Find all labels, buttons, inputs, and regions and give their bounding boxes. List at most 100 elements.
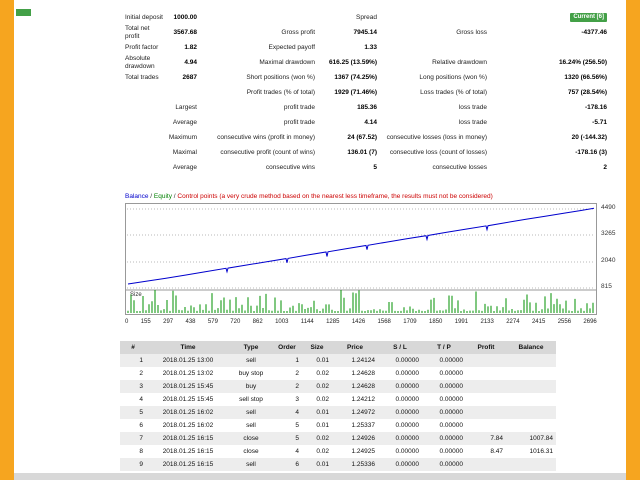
stat-label: Average (172, 118, 197, 126)
trade-size: 0.02 (316, 435, 329, 442)
x-axis-tick: 155 (140, 319, 151, 325)
trade-profit: 8.47 (490, 448, 503, 455)
x-axis-tick: 1991 (454, 319, 469, 325)
balance-chart: Size 4490 3265 2040 815 (125, 203, 630, 317)
stat-value: -178.16 (3) (575, 148, 607, 156)
x-axis-tick: 1850 (429, 319, 443, 325)
trade-price: 1.24926 (351, 435, 376, 442)
stat-value: 757 (28.54%) (567, 88, 607, 96)
trade-profit (466, 406, 506, 419)
x-axis: 0 155 297 438 579 720 862 1003 1144 1285… (125, 319, 597, 325)
x-axis-tick: 297 (163, 319, 174, 325)
trade-number: 9 (139, 461, 143, 468)
trade-time: 2018.01.25 13:00 (162, 357, 214, 364)
trade-profit (466, 393, 506, 406)
green-marker (16, 9, 31, 16)
trade-row[interactable]: 6 2018.01.25 16:02 sell 5 0.01 1.25337 0… (120, 419, 556, 432)
stat-value: 136.01 (7) (347, 148, 377, 156)
trade-tp: 0.00000 (439, 357, 464, 364)
trade-row[interactable]: 9 2018.01.25 16:15 sell 6 0.01 1.25336 0… (120, 458, 556, 471)
trade-row[interactable]: 7 2018.01.25 16:15 close 5 0.02 1.24926 … (120, 432, 556, 445)
legend-model-note: Control points (a very crude method base… (177, 193, 493, 200)
trade-order: 4 (295, 448, 299, 455)
trade-price: 1.24925 (351, 448, 376, 455)
stat-label: Total trades (125, 73, 159, 81)
trade-sl: 0.00000 (395, 448, 420, 455)
trade-row[interactable]: 4 2018.01.25 15:45 sell stop 3 0.02 1.24… (120, 393, 556, 406)
trade-row[interactable]: 8 2018.01.25 16:15 close 4 0.02 1.24925 … (120, 445, 556, 458)
trade-price: 1.25337 (351, 422, 376, 429)
trade-number: 5 (139, 409, 143, 416)
trade-number: 8 (139, 448, 143, 455)
stats-row: Profit trades (% of total) 1929 (71.46%)… (125, 85, 607, 100)
stat-value: 4.94 (184, 58, 197, 66)
trade-balance: 1007.84 (529, 435, 554, 442)
y-axis-tick: 2040 (601, 257, 616, 264)
col-profit: Profit (466, 341, 506, 354)
trade-tp: 0.00000 (439, 409, 464, 416)
trade-balance (506, 458, 556, 471)
x-axis-tick: 1426 (351, 319, 366, 325)
trade-time: 2018.01.25 16:15 (162, 461, 214, 468)
stat-value: 2687 (182, 73, 197, 81)
trade-type: sell (246, 409, 256, 416)
col-tp: T / P (422, 341, 466, 354)
stat-label: Profit factor (125, 43, 159, 51)
stat-label: Gross loss (456, 28, 487, 36)
stat-value: 5 (373, 163, 377, 171)
trade-row[interactable]: 3 2018.01.25 15:45 buy 2 0.02 1.24628 0.… (120, 380, 556, 393)
stats-row: Initial deposit 1000.00 Spread Current [… (125, 10, 607, 25)
trade-order: 3 (295, 396, 299, 403)
stat-label (125, 100, 165, 115)
trade-type: close (243, 448, 259, 455)
stat-label: consecutive profit (count of wins) (220, 148, 315, 156)
stat-value: 616.25 (13.59%) (328, 58, 377, 66)
trades-table: # Time Type Order Size Price S / L T / P… (120, 341, 556, 471)
chart-legend: Balance / Equity / Control points (a ver… (125, 193, 626, 201)
trade-type: sell (246, 461, 256, 468)
chart-plot-area: Size (125, 203, 597, 315)
x-axis-tick: 720 (230, 319, 241, 325)
left-accent-strip (0, 0, 14, 480)
trade-sl: 0.00000 (395, 422, 420, 429)
trade-time: 2018.01.25 16:02 (162, 409, 214, 416)
stats-row: Total net profit 3567.68 Gross profit 79… (125, 25, 607, 40)
col-time: Time (146, 341, 230, 354)
trade-profit (466, 354, 506, 367)
stat-label: Initial deposit (125, 13, 163, 21)
stat-value: 2 (603, 163, 607, 171)
trade-tp: 0.00000 (439, 383, 464, 390)
stat-label (197, 10, 315, 25)
trade-size: 0.01 (316, 409, 329, 416)
trade-balance (506, 367, 556, 380)
trade-order: 2 (295, 370, 299, 377)
stats-row: Average profit trade 4.14 loss trade -5.… (125, 115, 607, 130)
trade-profit (466, 419, 506, 432)
trade-sl: 0.00000 (395, 409, 420, 416)
x-axis-tick: 2133 (480, 319, 494, 325)
stat-value: 1.82 (184, 43, 197, 51)
trade-size: 0.02 (316, 383, 329, 390)
stat-value (165, 85, 197, 100)
trade-row[interactable]: 5 2018.01.25 16:02 sell 4 0.01 1.24972 0… (120, 406, 556, 419)
trade-price: 1.24212 (351, 396, 376, 403)
x-axis-tick: 1003 (275, 319, 289, 325)
trade-row[interactable]: 1 2018.01.25 13:00 sell 1 0.01 1.24124 0… (120, 354, 556, 367)
balance-line (127, 207, 595, 285)
stat-label (125, 85, 165, 100)
stat-label (125, 115, 165, 130)
trade-order: 5 (295, 435, 299, 442)
stat-value: 24 (67.52) (347, 133, 377, 141)
trade-number: 2 (139, 370, 143, 377)
col-number: # (120, 341, 146, 354)
trade-balance (506, 419, 556, 432)
trade-number: 3 (139, 383, 143, 390)
stat-value: 7945.14 (353, 28, 378, 36)
chart-svg (126, 207, 596, 313)
trade-time: 2018.01.25 13:02 (162, 370, 214, 377)
trade-profit (466, 380, 506, 393)
trade-sl: 0.00000 (395, 396, 420, 403)
trade-row[interactable]: 2 2018.01.25 13:02 buy stop 2 0.02 1.246… (120, 367, 556, 380)
trade-time: 2018.01.25 15:45 (162, 396, 214, 403)
stat-label: Relative drawdown (432, 58, 487, 66)
